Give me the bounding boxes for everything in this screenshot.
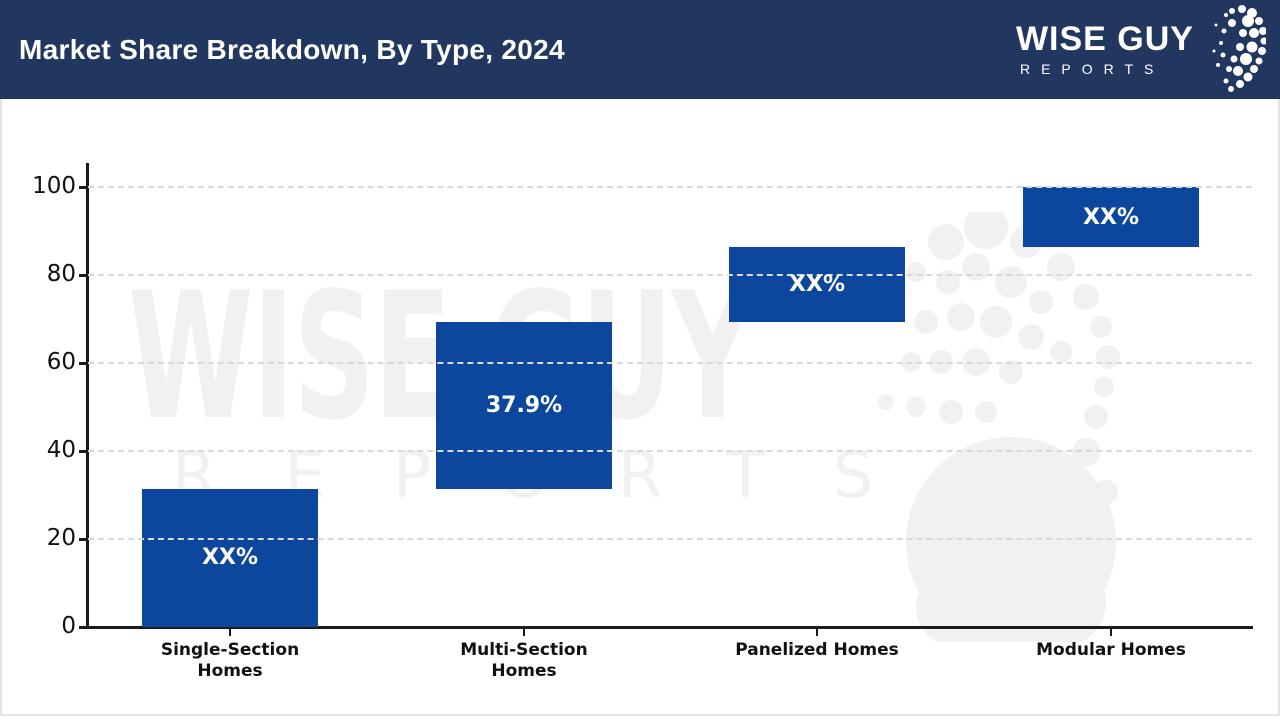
y-tick-label: 60 bbox=[46, 348, 76, 375]
category-label: Panelized Homes bbox=[735, 640, 899, 660]
y-tick-label: 20 bbox=[46, 524, 76, 551]
y-tick-mark bbox=[79, 538, 87, 541]
bar-segment: XX% bbox=[1023, 187, 1199, 248]
gridline bbox=[88, 362, 1252, 364]
y-tick-label: 40 bbox=[46, 436, 76, 463]
bar-value-label: 37.9% bbox=[485, 392, 563, 418]
bar-value-label: XX% bbox=[1083, 204, 1139, 230]
y-tick-mark bbox=[79, 450, 87, 453]
logo-wordmark: WISE GUY bbox=[1015, 20, 1194, 58]
gridline bbox=[88, 450, 1252, 452]
x-tick-mark bbox=[1110, 629, 1112, 636]
y-axis-line bbox=[86, 163, 89, 629]
gridline bbox=[88, 186, 1252, 188]
wise-guy-reports-logo: WISE GUY REPORTS bbox=[1016, 0, 1266, 99]
chart-title: Market Share Breakdown, By Type, 2024 bbox=[19, 33, 565, 65]
logo-subtitle: REPORTS bbox=[1019, 61, 1165, 77]
y-tick-label: 0 bbox=[61, 612, 76, 639]
bar-segment: XX% bbox=[142, 488, 318, 627]
gridline bbox=[88, 538, 1252, 540]
watermark-head-graphic bbox=[878, 212, 1120, 642]
bar-value-label: XX% bbox=[789, 272, 845, 298]
logo-text: WISE GUY REPORTS bbox=[1016, 22, 1194, 77]
y-tick-mark bbox=[79, 362, 87, 365]
x-tick-mark bbox=[816, 629, 818, 636]
category-label: Single-Section Homes bbox=[160, 640, 300, 681]
header-bar: Market Share Breakdown, By Type, 2024 WI… bbox=[0, 0, 1280, 99]
x-tick-mark bbox=[523, 629, 525, 636]
gridline bbox=[88, 274, 1252, 276]
dotted-head-icon bbox=[1212, 4, 1266, 92]
category-label: Modular Homes bbox=[1036, 640, 1186, 660]
bar-segment: XX% bbox=[729, 247, 905, 323]
category-label: Multi-Section Homes bbox=[460, 640, 588, 681]
bar-value-label: XX% bbox=[202, 545, 258, 571]
x-tick-mark bbox=[229, 629, 231, 636]
x-axis-line bbox=[86, 626, 1253, 629]
y-tick-mark bbox=[79, 186, 87, 189]
y-tick-mark bbox=[79, 274, 87, 277]
bar-segment: 37.9% bbox=[436, 322, 612, 489]
y-tick-mark bbox=[79, 626, 87, 629]
y-tick-label: 100 bbox=[32, 172, 76, 199]
y-tick-label: 80 bbox=[46, 260, 76, 287]
